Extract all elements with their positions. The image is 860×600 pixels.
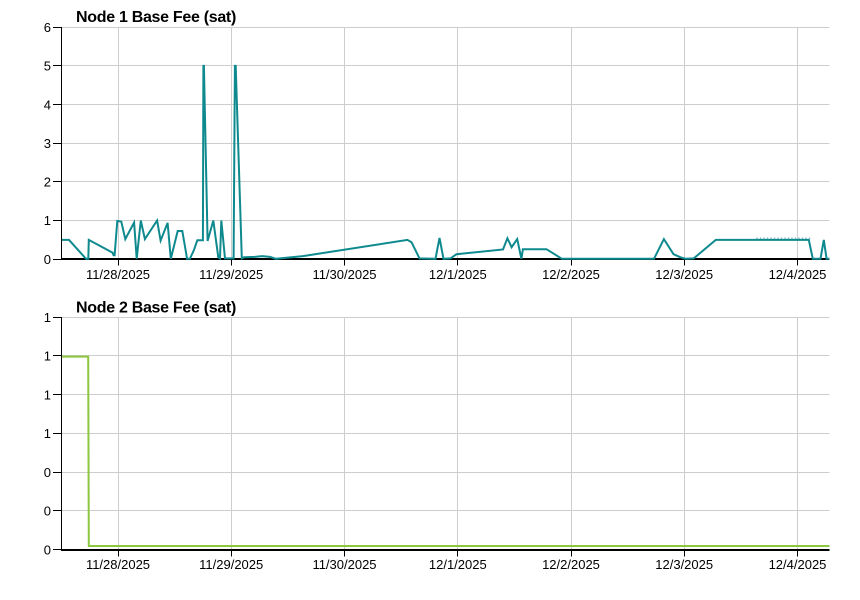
svg-text:12/2/2025: 12/2/2025 (542, 267, 600, 282)
svg-text:12/1/2025: 12/1/2025 (429, 267, 487, 282)
svg-text:11/28/2025: 11/28/2025 (86, 557, 150, 572)
svg-text:1: 1 (44, 213, 51, 228)
svg-text:11/30/2025: 11/30/2025 (312, 267, 376, 282)
svg-text:12/3/2025: 12/3/2025 (655, 267, 713, 282)
svg-text:1: 1 (44, 349, 51, 364)
svg-text:0: 0 (44, 465, 51, 480)
svg-text:0: 0 (44, 542, 51, 557)
svg-text:11/29/2025: 11/29/2025 (199, 557, 263, 572)
svg-text:1: 1 (44, 426, 51, 441)
svg-text:12/2/2025: 12/2/2025 (542, 557, 600, 572)
svg-text:12/1/2025: 12/1/2025 (429, 557, 487, 572)
svg-text:2: 2 (44, 175, 51, 190)
svg-text:Node 2 Base Fee (sat): Node 2 Base Fee (sat) (76, 299, 236, 316)
svg-text:12/4/2025: 12/4/2025 (769, 557, 827, 572)
svg-text:11/28/2025: 11/28/2025 (86, 267, 150, 282)
svg-text:5: 5 (44, 59, 51, 74)
svg-text:1: 1 (44, 387, 51, 402)
svg-text:6: 6 (44, 20, 51, 35)
svg-text:0: 0 (44, 252, 51, 267)
svg-text:11/30/2025: 11/30/2025 (312, 557, 376, 572)
svg-text:0: 0 (44, 504, 51, 519)
svg-text:12/3/2025: 12/3/2025 (655, 557, 713, 572)
svg-text:4: 4 (44, 97, 51, 112)
svg-text:11/29/2025: 11/29/2025 (199, 267, 263, 282)
svg-text:1: 1 (44, 310, 51, 325)
svg-text:3: 3 (44, 136, 51, 151)
svg-text:12/4/2025: 12/4/2025 (769, 267, 827, 282)
svg-text:Node 1 Base Fee (sat): Node 1 Base Fee (sat) (76, 9, 236, 26)
